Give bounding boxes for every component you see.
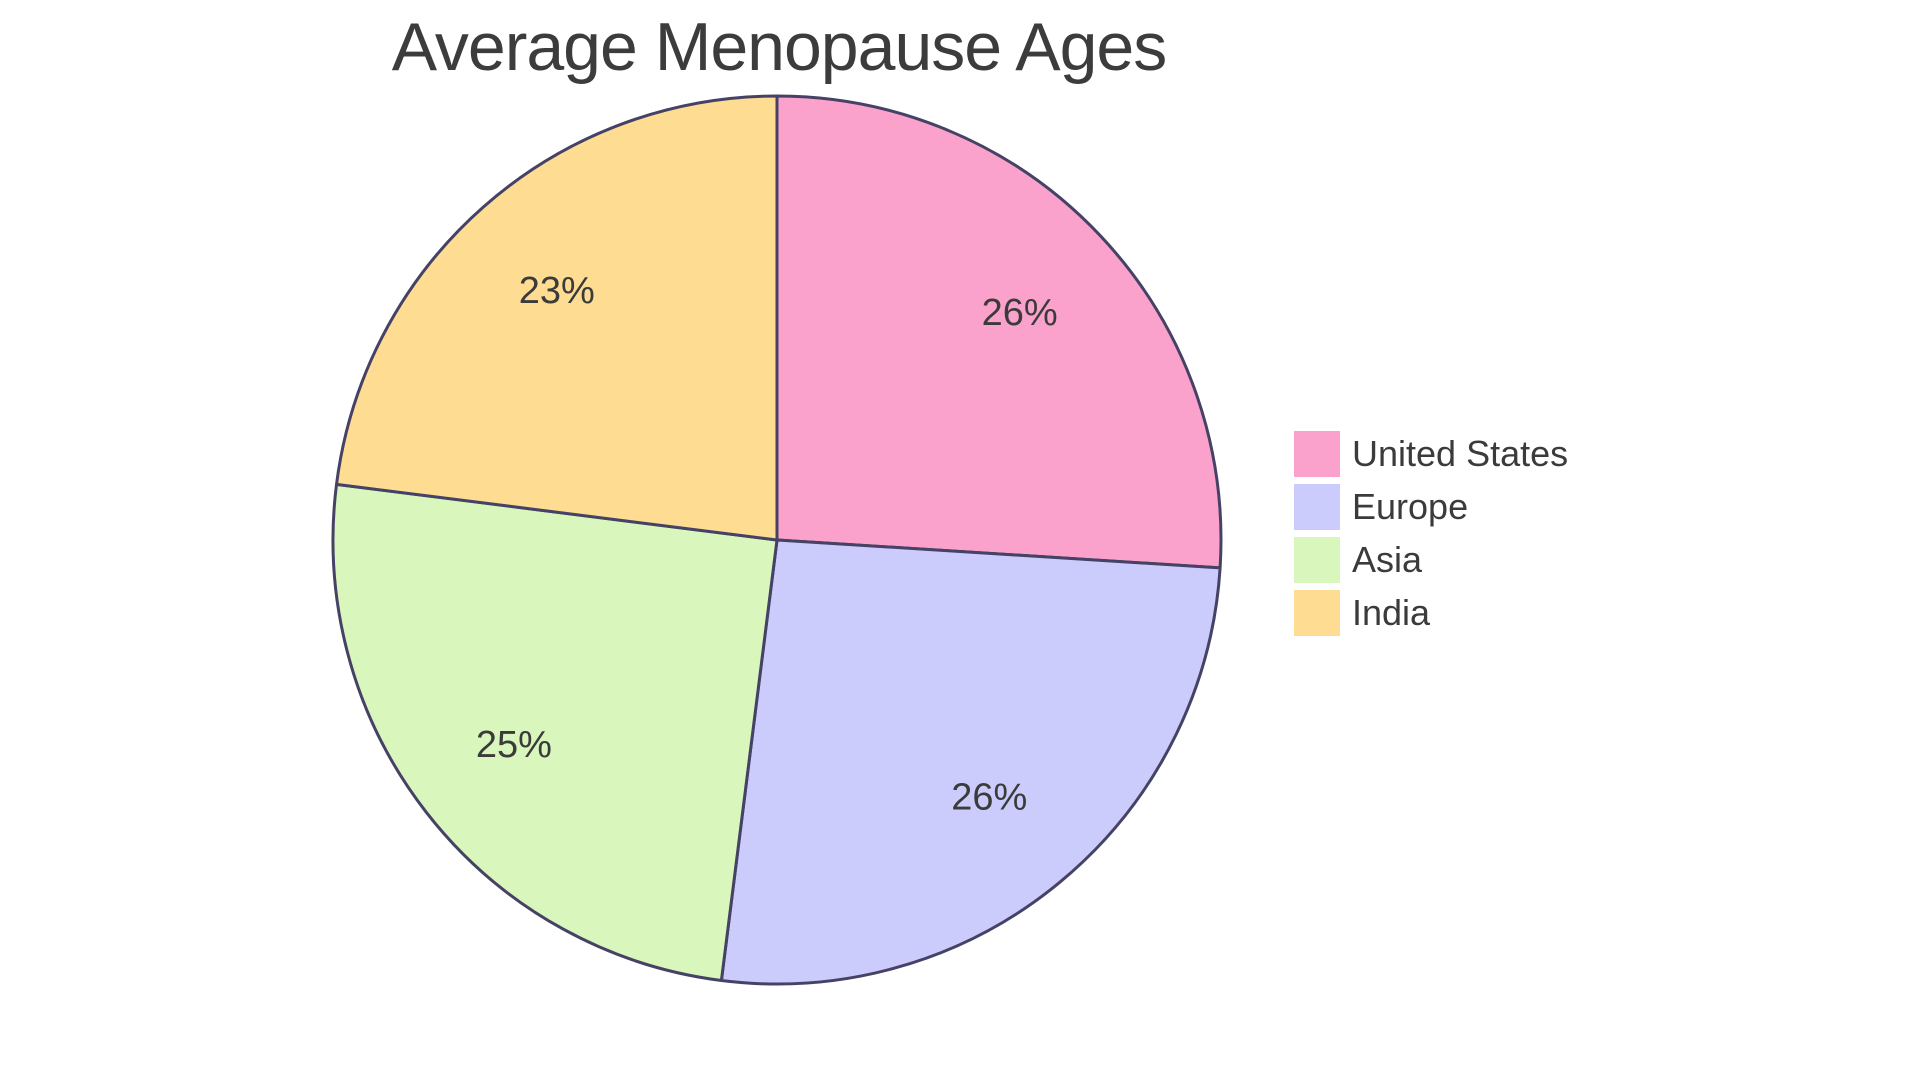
legend-swatch xyxy=(1294,590,1340,636)
slice-percent-label: 25% xyxy=(476,724,552,766)
chart-title: Average Menopause Ages xyxy=(391,9,1167,85)
slice-percent-label: 23% xyxy=(519,270,595,312)
legend-swatch xyxy=(1294,537,1340,583)
slice-percent-label: 26% xyxy=(982,292,1058,334)
slice-percent-label: 26% xyxy=(951,777,1027,819)
legend-item-europe: Europe xyxy=(1294,484,1568,530)
legend-item-asia: Asia xyxy=(1294,537,1568,583)
pie-slice-india xyxy=(335,94,779,542)
legend: United States Europe Asia India xyxy=(1294,431,1568,636)
legend-swatch xyxy=(1294,484,1340,530)
legend-item-india: India xyxy=(1294,590,1568,636)
pie-slice-united-states xyxy=(775,94,1223,570)
pie-slice-europe xyxy=(719,538,1222,986)
pie-slice-asia xyxy=(331,482,779,982)
legend-label: Europe xyxy=(1352,486,1469,527)
legend-label: United States xyxy=(1352,433,1569,474)
legend-label: Asia xyxy=(1352,539,1423,580)
legend-swatch xyxy=(1294,431,1340,477)
legend-label: India xyxy=(1352,592,1431,633)
legend-item-united-states: United States xyxy=(1294,431,1568,477)
